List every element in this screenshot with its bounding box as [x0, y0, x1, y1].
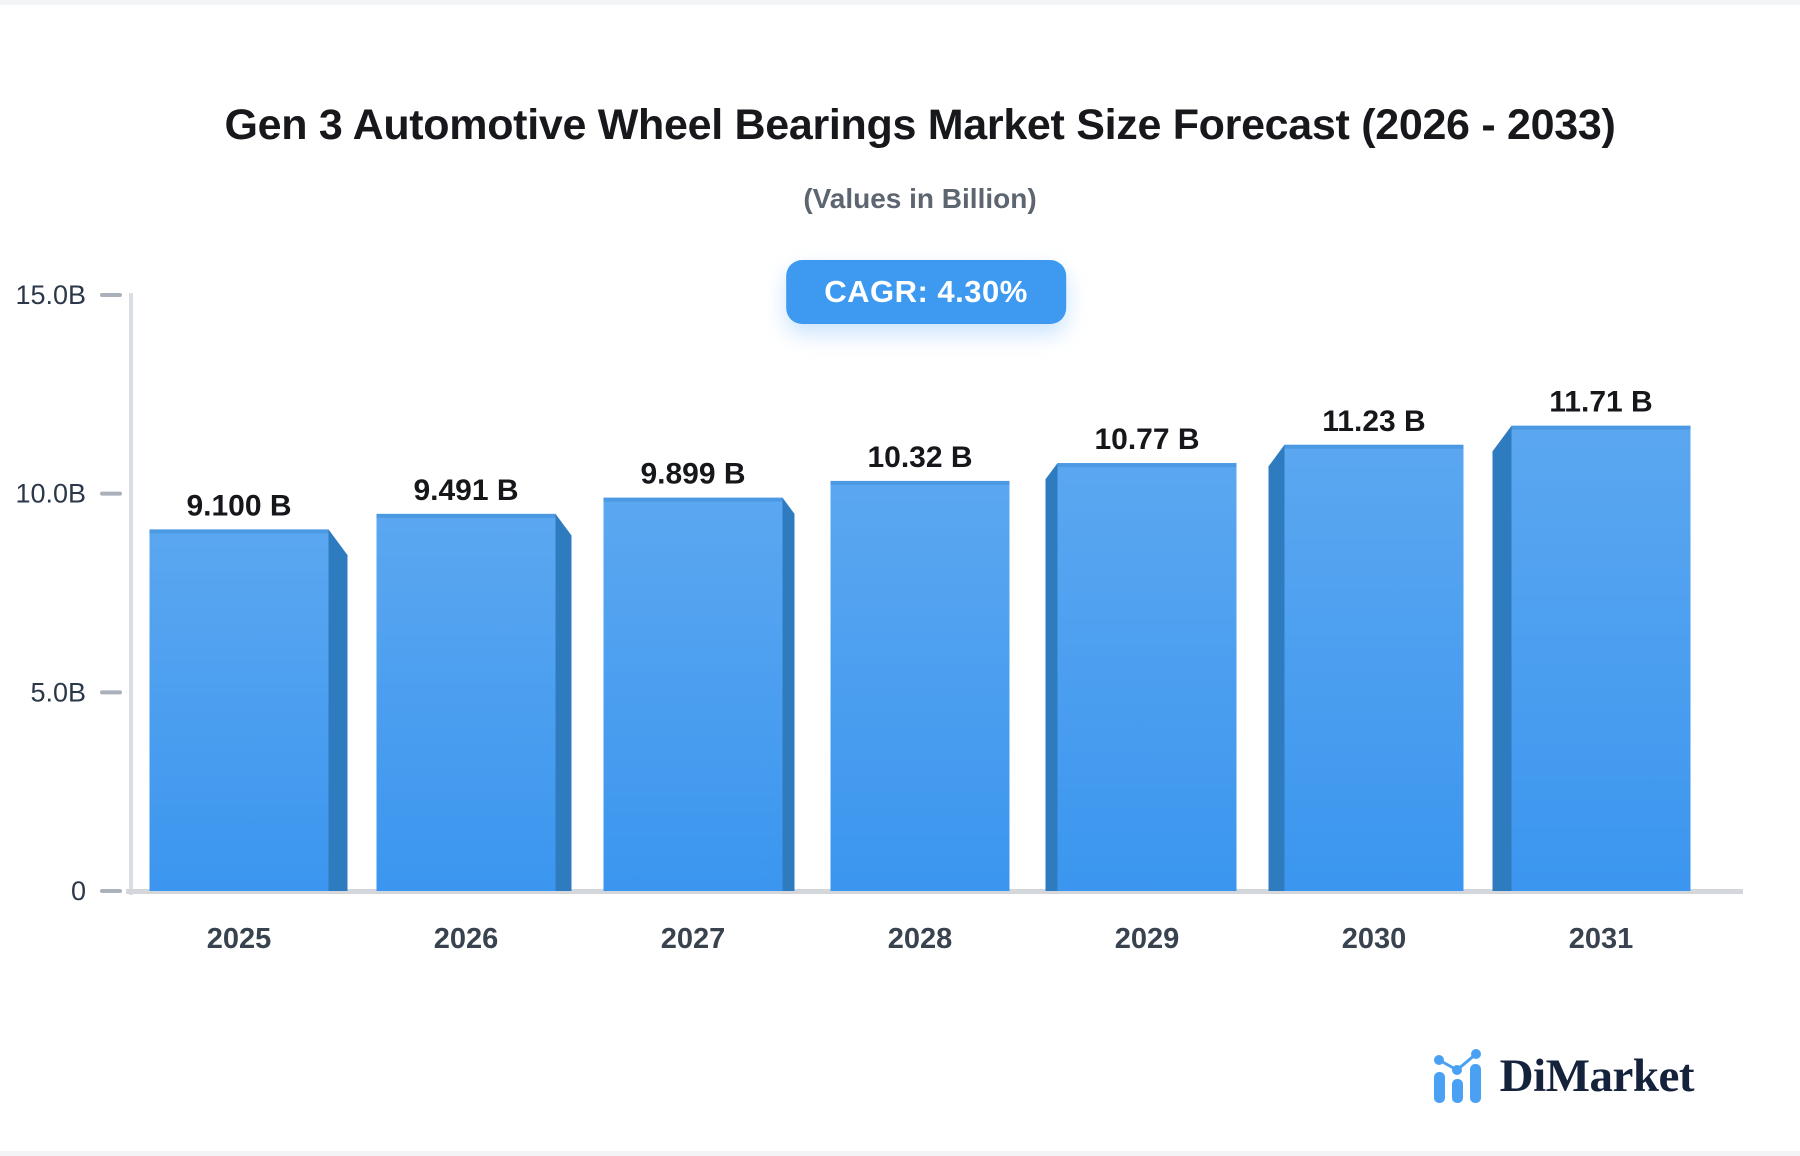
- bar-chart: 0 5.0B 10.0B 15.0B 9.100 B 2025 9.491 B 2026 9.8…: [15, 280, 1743, 955]
- y-axis-tick: [100, 889, 122, 893]
- bar-value-label: 11.71 B: [1549, 386, 1652, 419]
- bar: [149, 529, 329, 891]
- bar: [603, 497, 783, 891]
- cagr-badge: CAGR: 4.30%: [786, 260, 1066, 324]
- y-axis-line: [129, 293, 133, 895]
- bar-side-face: [782, 497, 795, 891]
- bar: [1057, 463, 1237, 891]
- page-title: Gen 3 Automotive Wheel Bearings Market S…: [224, 101, 1616, 149]
- cagr-badge-label: CAGR: 4.30%: [824, 274, 1028, 309]
- bar-side-face: [1492, 425, 1512, 891]
- bar-group: 11.71 B 2031: [1492, 386, 1691, 955]
- x-axis-label: 2027: [661, 923, 726, 955]
- bar: [376, 513, 556, 891]
- y-axis-tick: [100, 690, 122, 695]
- x-axis-label: 2031: [1569, 923, 1634, 955]
- bar: [1511, 425, 1691, 891]
- bar-group: 10.32 B 2028: [830, 441, 1010, 955]
- bar-top-edge: [1284, 444, 1464, 449]
- bar-side-face: [328, 529, 348, 891]
- bar-group: 9.491 B 2026: [376, 474, 572, 955]
- x-axis-label: 2029: [1115, 923, 1180, 955]
- bar-top-edge: [376, 513, 556, 518]
- x-axis-label: 2026: [434, 923, 499, 955]
- bar-value-label: 11.23 B: [1322, 405, 1425, 438]
- x-axis-line: [126, 889, 1743, 894]
- page-subtitle: (Values in Billion): [803, 183, 1037, 214]
- y-axis-tick-label: 10.0B: [15, 479, 86, 509]
- bar-side-face: [1268, 444, 1285, 891]
- bar-top-edge: [603, 497, 783, 502]
- x-axis-label: 2028: [888, 923, 953, 955]
- dimarket-logo: DiMarket: [1432, 1049, 1695, 1103]
- bar-value-label: 9.100 B: [186, 489, 291, 522]
- bar-group: 9.899 B 2027: [603, 458, 795, 955]
- y-axis-tick: [100, 293, 122, 297]
- bar-value-label: 10.32 B: [867, 441, 972, 474]
- bar: [1284, 444, 1464, 891]
- bar-group: 9.100 B 2025: [149, 489, 348, 955]
- x-axis-label: 2025: [207, 923, 272, 955]
- bar-value-label: 9.491 B: [413, 474, 518, 507]
- bar-group: 10.77 B 2029: [1045, 423, 1237, 955]
- x-axis-label: 2030: [1342, 923, 1407, 955]
- y-axis-tick-label: 0: [71, 876, 86, 906]
- y-axis-tick: [100, 491, 122, 496]
- bar-group: 11.23 B 2030: [1268, 405, 1464, 955]
- y-axis-tick-label: 5.0B: [30, 677, 86, 707]
- bar: [830, 480, 1010, 891]
- bar-top-edge: [1511, 425, 1691, 430]
- logo-text: DiMarket: [1499, 1049, 1695, 1102]
- bar-side-face: [555, 513, 572, 891]
- bar-top-edge: [149, 529, 329, 534]
- bar-top-edge: [830, 480, 1010, 485]
- bar-value-label: 10.77 B: [1094, 423, 1199, 456]
- bar-side-face: [1045, 463, 1058, 891]
- bar-top-edge: [1057, 463, 1237, 468]
- y-axis-tick-label: 15.0B: [15, 280, 86, 310]
- bar-chart-sparkline-icon: [1433, 1049, 1481, 1103]
- bar-value-label: 9.899 B: [640, 458, 745, 491]
